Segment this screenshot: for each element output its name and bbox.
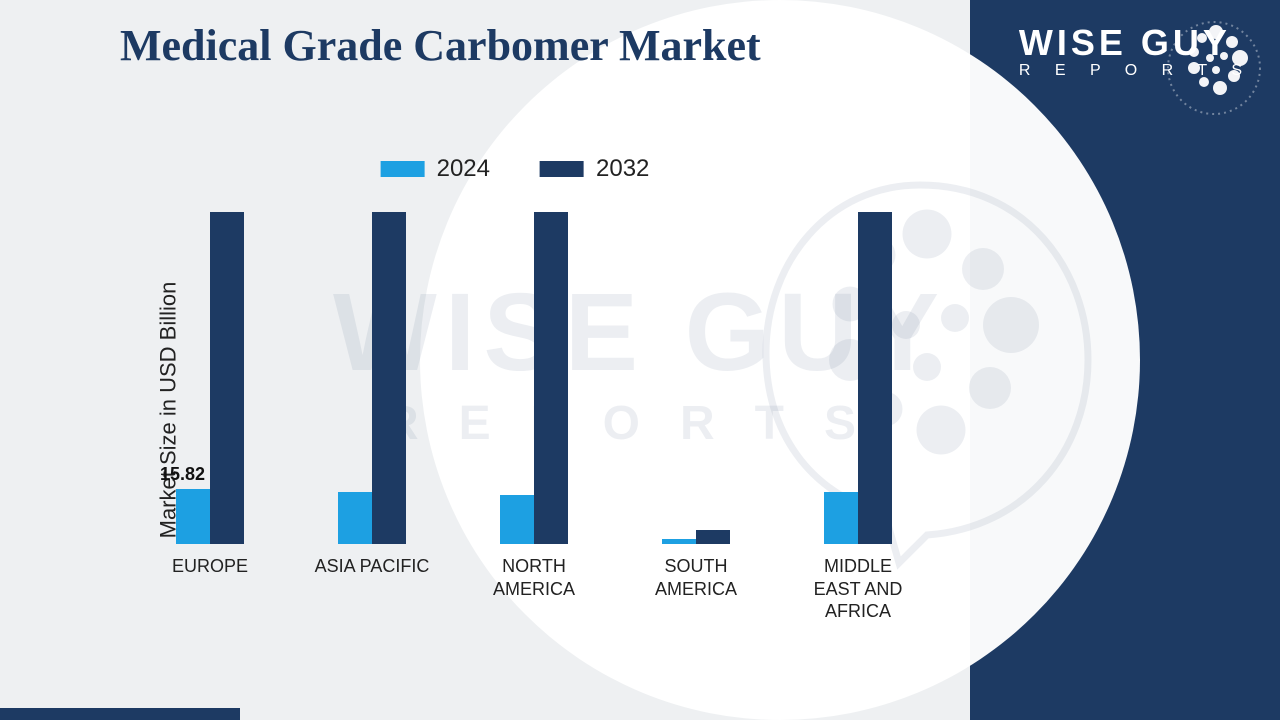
legend: 2024 2032: [381, 155, 650, 183]
bar-value-label: 15.82: [160, 464, 205, 485]
bar-2032: [210, 212, 244, 545]
category-label: EUROPE: [150, 555, 270, 578]
legend-swatch-2024: [381, 161, 425, 177]
footer-accent-bar: [0, 708, 240, 720]
chart-area: Market Size in USD Billion 2024 2032 EUR…: [90, 165, 940, 655]
bar-2032: [372, 212, 406, 545]
infographic-canvas: WISE GUY R E P O R T S Medical Grade Car…: [0, 0, 1280, 720]
bar-2024: [824, 492, 858, 545]
bar-2024: [338, 492, 372, 545]
plot-area: EUROPE15.82ASIA PACIFICNORTH AMERICASOUT…: [150, 195, 930, 545]
legend-swatch-2032: [540, 161, 584, 177]
legend-item-2032: 2032: [540, 155, 649, 183]
category-label: SOUTH AMERICA: [636, 555, 756, 600]
bar-2024: [176, 489, 210, 544]
legend-item-2024: 2024: [381, 155, 490, 183]
brand-logo: WISE GUY R E P O R T S: [1019, 22, 1252, 80]
bar-2032: [858, 212, 892, 545]
chart-title: Medical Grade Carbomer Market: [120, 20, 761, 71]
bar-2024: [662, 539, 696, 544]
brand-sub: R E P O R T S: [1019, 62, 1252, 80]
legend-label-2024: 2024: [437, 155, 490, 183]
brand-main: WISE GUY: [1019, 22, 1231, 63]
bar-2032: [534, 212, 568, 545]
category-label: MIDDLE EAST AND AFRICA: [798, 555, 918, 623]
category-label: ASIA PACIFIC: [312, 555, 432, 578]
legend-label-2032: 2032: [596, 155, 649, 183]
bar-2024: [500, 495, 534, 544]
bar-2032: [696, 530, 730, 544]
category-label: NORTH AMERICA: [474, 555, 594, 600]
